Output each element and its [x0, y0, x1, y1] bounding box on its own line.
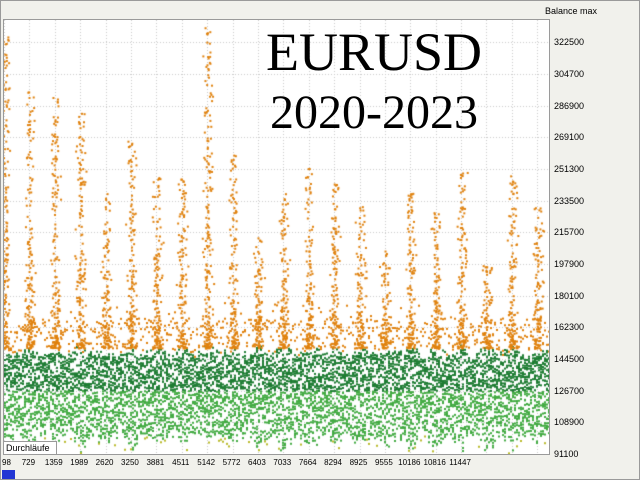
y-tick-label: 215700 — [554, 227, 585, 238]
x-tick-label: 1989 — [70, 458, 89, 467]
x-tick-label: 10186 — [398, 458, 421, 467]
x-tick-label: 8294 — [324, 458, 342, 467]
x-tick-label: 5142 — [197, 458, 216, 467]
x-tick-label: 7664 — [298, 458, 317, 467]
x-tick-label: 3881 — [146, 458, 165, 467]
plot-area: EURUSD 2020-2023 Durchläufe — [3, 19, 550, 455]
x-tick-label: 3250 — [121, 458, 139, 467]
x-tick-label: 11447 — [449, 458, 471, 467]
scatter-chart-canvas[interactable] — [4, 20, 549, 454]
x-tick-label: 9555 — [374, 458, 393, 467]
y-axis-title: Balance max — [544, 6, 597, 16]
x-tick-label: 4511 — [172, 458, 190, 467]
y-tick-label: 144500 — [554, 353, 585, 364]
y-tick-label: 269100 — [554, 132, 585, 143]
y-tick-label: 286900 — [554, 100, 585, 111]
x-axis-title: Durchläufe — [4, 441, 57, 454]
x-tick-label: 5772 — [222, 458, 241, 467]
x-tick-label: 10816 — [423, 458, 446, 467]
taskbar-corner-chip[interactable] — [2, 470, 15, 479]
x-tick-label: 98 — [2, 458, 11, 467]
x-tick-label: 7033 — [273, 458, 292, 467]
x-tick-label: 729 — [21, 458, 36, 467]
x-tick-label: 6403 — [248, 458, 266, 467]
y-tick-label: 304700 — [554, 68, 585, 79]
x-tick-label: 2620 — [95, 458, 114, 467]
y-tick-label: 180100 — [554, 290, 585, 301]
y-tick-label: 91100 — [554, 449, 579, 459]
y-tick-label: 162300 — [554, 322, 585, 333]
y-tick-label: 108900 — [554, 417, 585, 428]
y-tick-label: 126700 — [554, 385, 585, 396]
y-tick-label: 322500 — [554, 37, 585, 48]
y-tick-label: 233500 — [554, 195, 585, 206]
x-tick-label: 1359 — [44, 458, 63, 467]
y-tick-label: 251300 — [554, 163, 585, 174]
x-tick-label: 8925 — [349, 458, 368, 467]
y-tick-label: 197900 — [554, 258, 585, 269]
